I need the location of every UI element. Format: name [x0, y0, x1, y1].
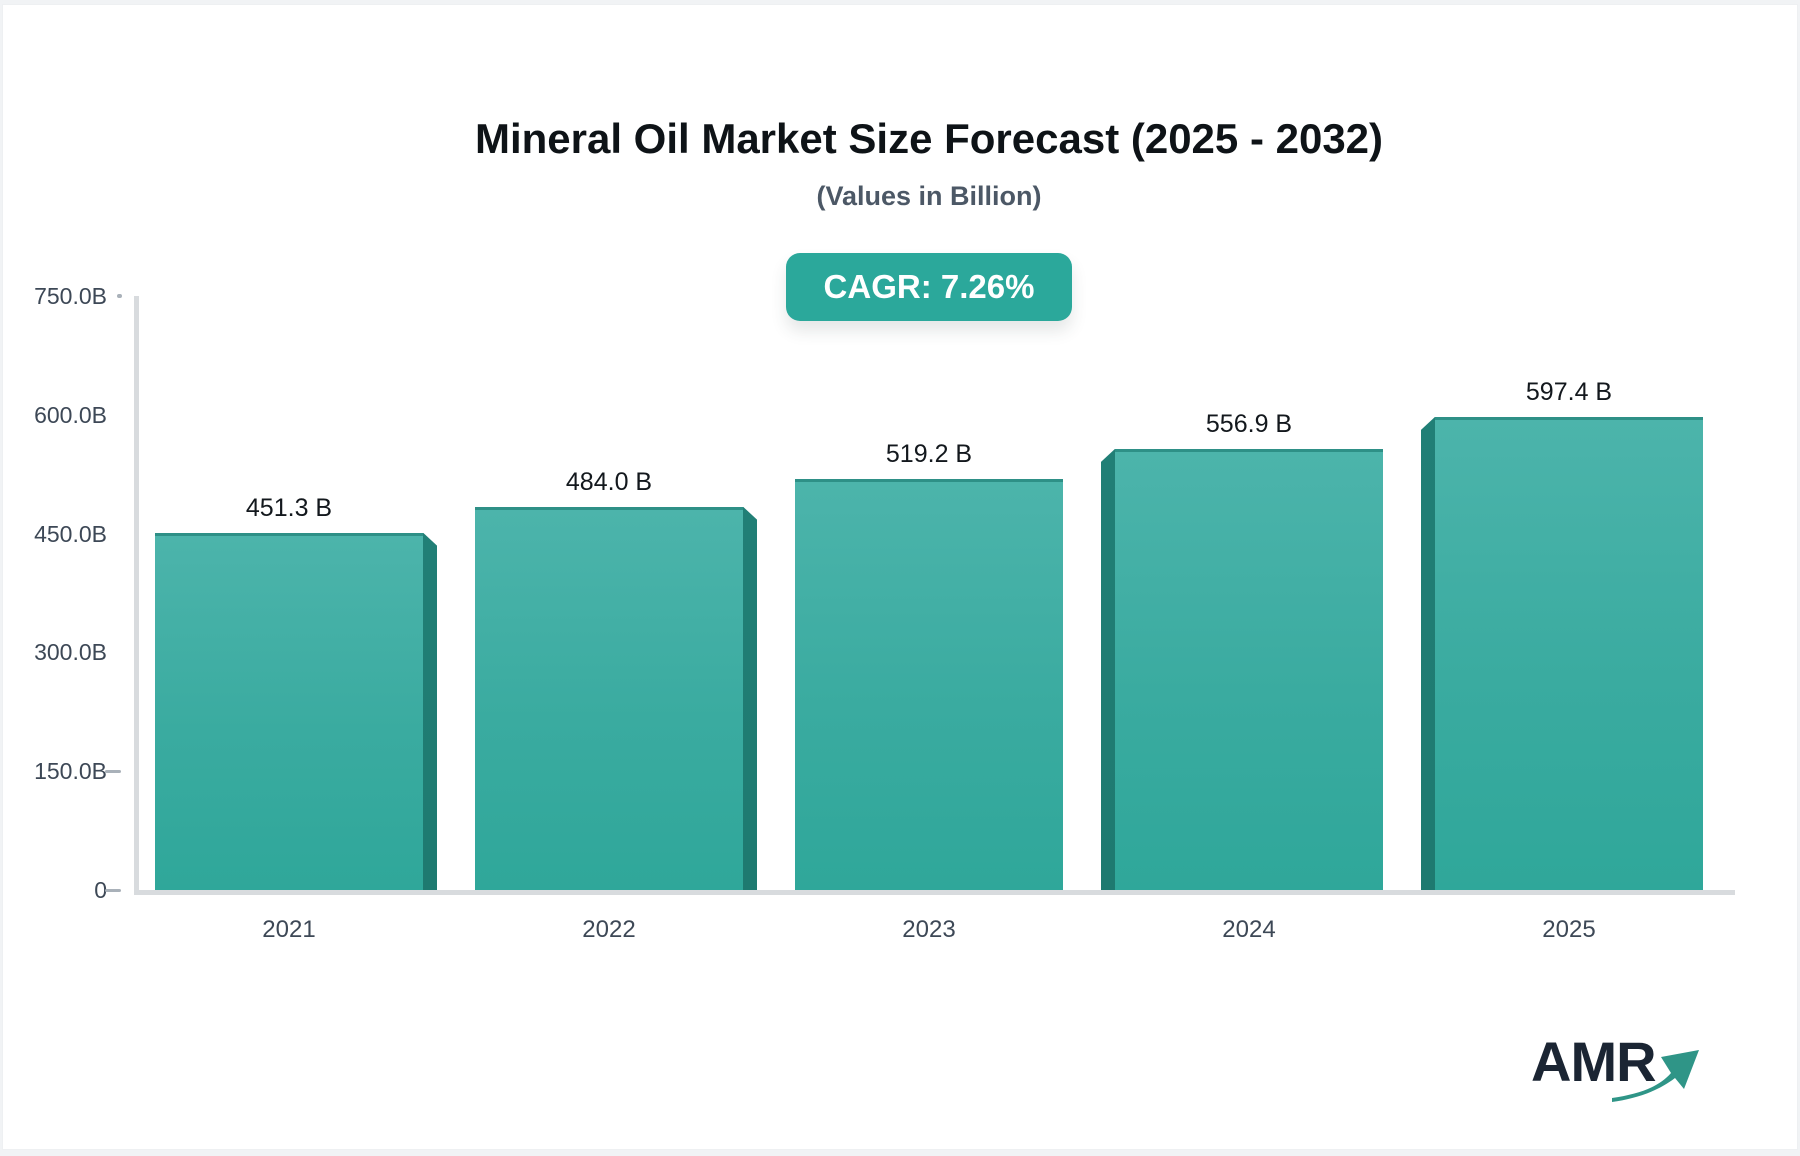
chart-title: Mineral Oil Market Size Forecast (2025 -… [474, 115, 1384, 162]
y-axis-label: 750.0B [34, 283, 107, 309]
bar-value-label: 519.2 B [885, 439, 973, 468]
y-axis-label: 300.0B [34, 639, 107, 666]
x-axis-label: 2024 [1222, 916, 1276, 943]
bar-value-label: 597.4 B [1525, 377, 1613, 406]
bar-chart: 0 150.0B 300.0B 450.0B 600.0B 750.0B 451.3 B 20… [3, 5, 1797, 1149]
x-axis-label: 2025 [1542, 916, 1596, 943]
cagr-badge: CAGR: 7.26% [785, 253, 1073, 321]
chart-subtitle: (Values in Billion) [816, 181, 1042, 211]
bar-2024 [1115, 448, 1383, 890]
x-axis-label: 2023 [902, 916, 956, 943]
chart-header: Mineral Oil Market Size Forecast (2025 -… [129, 113, 1729, 321]
x-axis-label: 2022 [582, 916, 636, 943]
bar-side-3d [1101, 448, 1115, 890]
bar-side-3d [743, 506, 757, 890]
bar-value-label: 484.0 B [565, 467, 653, 496]
y-axis-tick [105, 889, 121, 892]
y-axis-label: 150.0B [34, 758, 107, 785]
y-axis-tick [117, 294, 122, 298]
chart-card: Mineral Oil Market Size Forecast (2025 -… [2, 4, 1798, 1150]
bar-value-label: 451.3 B [245, 493, 333, 522]
amr-logo-text: AMR [1531, 1030, 1657, 1093]
bar-2022 [475, 506, 743, 890]
y-axis-label: 0 [94, 877, 107, 903]
bar-side-3d [423, 532, 437, 890]
bar-2025 [1435, 416, 1703, 890]
bar-2023 [795, 478, 1063, 890]
growth-arrow-icon [1612, 1050, 1699, 1102]
bar-side-3d [1421, 416, 1435, 890]
y-axis-label: 450.0B [34, 520, 107, 547]
y-axis-tick [105, 770, 121, 774]
y-axis-line [134, 296, 139, 895]
y-axis-label: 600.0B [34, 401, 107, 428]
bar-value-label: 556.9 B [1205, 409, 1293, 438]
bar-2021 [155, 532, 423, 890]
x-axis-line [134, 890, 1735, 895]
x-axis-label: 2021 [262, 916, 316, 943]
